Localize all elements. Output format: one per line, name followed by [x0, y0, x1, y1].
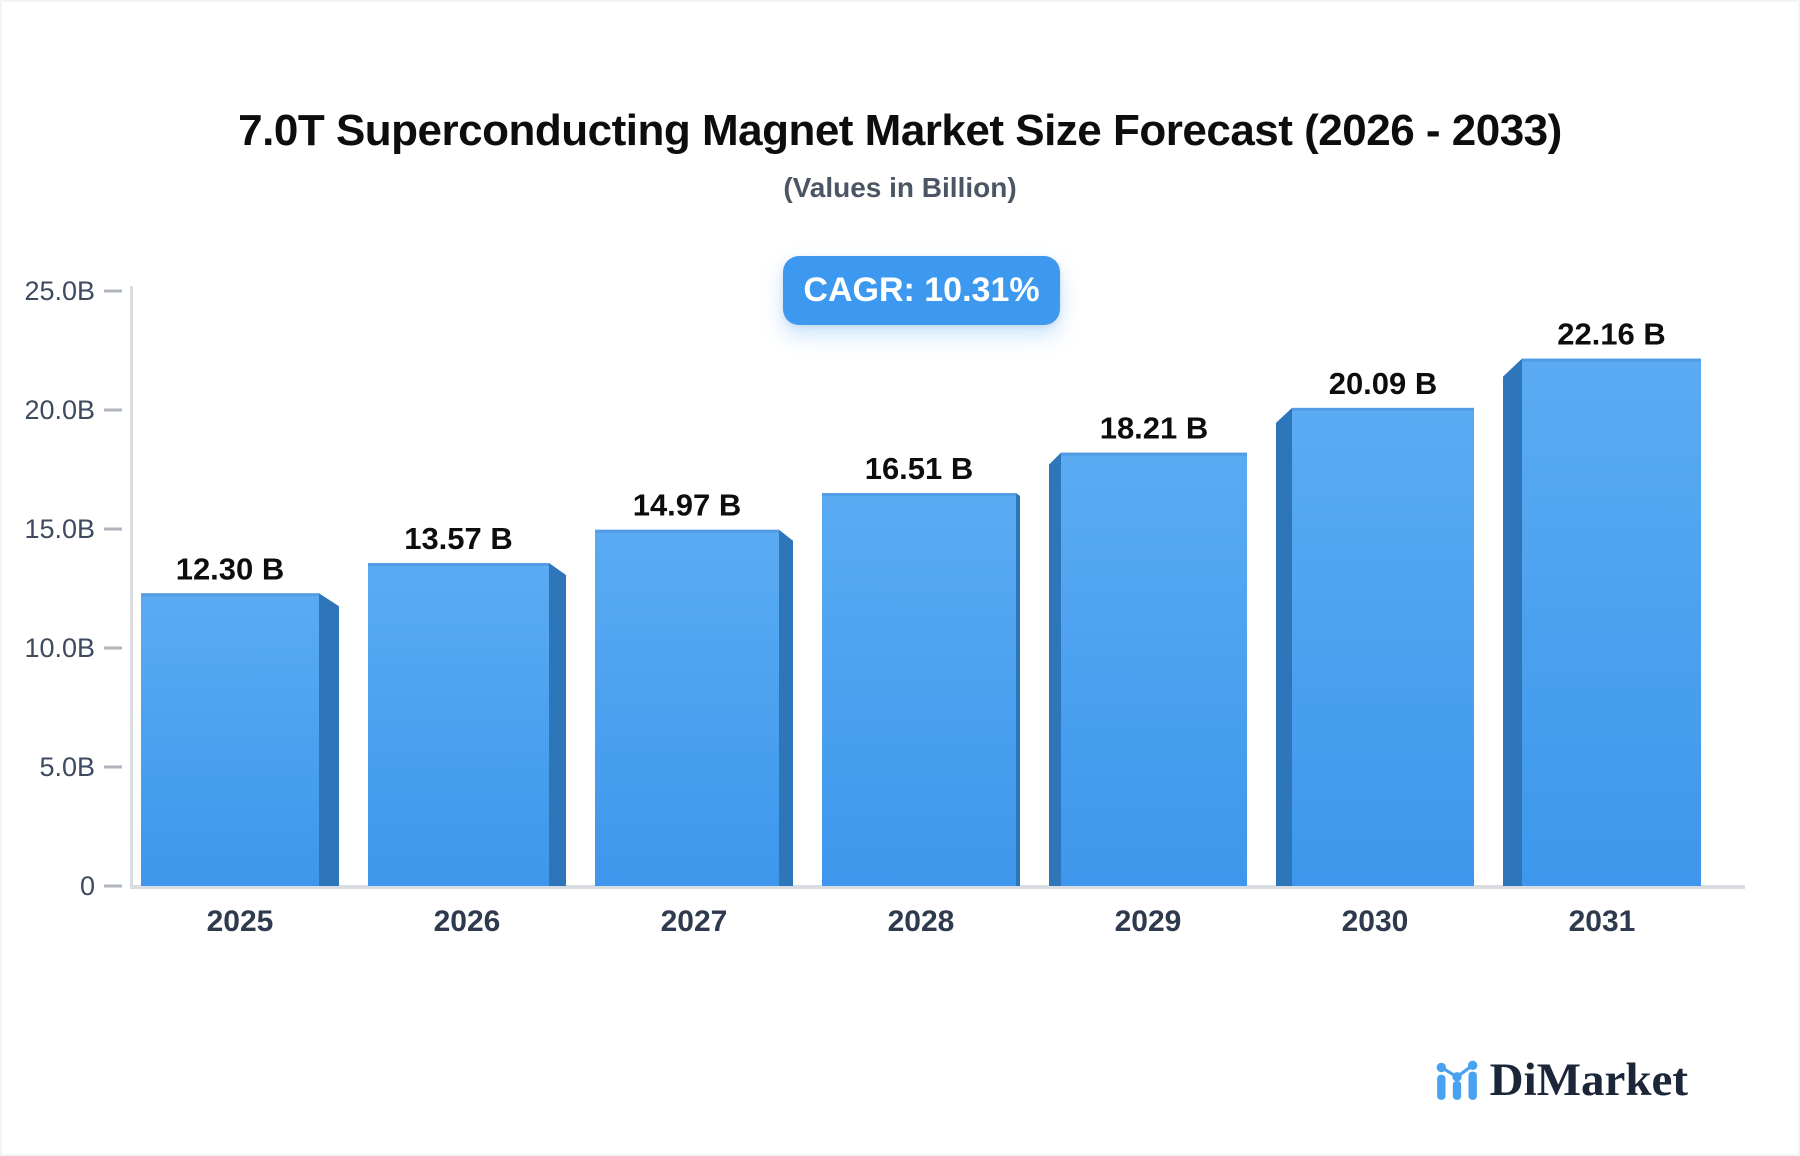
brand-logo: DiMarket — [1434, 1057, 1688, 1104]
y-tick-label: 0 — [80, 871, 95, 901]
y-tick-label: 15.0B — [24, 514, 95, 544]
brand-icon-bar — [1452, 1080, 1461, 1100]
y-axis: 0 5.0B 10.0B 15.0B 20.0B 25.0B — [24, 276, 1745, 901]
bar — [1061, 452, 1247, 886]
bar-side-face — [1503, 358, 1522, 886]
bar-side-face — [549, 563, 566, 886]
bar-side-face — [1049, 452, 1061, 886]
bar-group-2028: 16.51 B — [822, 451, 1020, 886]
x-category-label: 2029 — [1115, 905, 1182, 938]
brand-icon-bar — [1468, 1071, 1477, 1100]
bar-value-label: 20.09 B — [1329, 366, 1438, 401]
cagr-badge: CAGR: 10.31% — [783, 256, 1060, 325]
brand-icon-dot — [1451, 1071, 1462, 1082]
bar-side-face — [779, 529, 793, 886]
bar-side-face — [1276, 407, 1292, 886]
chart-subtitle: (Values in Billion) — [783, 172, 1017, 203]
bar-group-2030: 20.09 B — [1276, 366, 1474, 886]
bar — [368, 563, 549, 886]
y-tick-label: 5.0B — [39, 752, 95, 782]
bar-value-label: 12.30 B — [176, 551, 285, 586]
chart-title: 7.0T Superconducting Magnet Market Size … — [238, 106, 1562, 155]
bar — [1522, 358, 1701, 886]
bar — [141, 593, 319, 886]
bar-group-2031: 22.16 B — [1503, 317, 1701, 886]
x-category-label: 2027 — [661, 905, 728, 938]
bar-value-label: 16.51 B — [865, 451, 974, 486]
brand-name: DiMarket — [1489, 1054, 1688, 1106]
bar-group-2027: 14.97 B — [595, 488, 793, 886]
bar — [822, 493, 1016, 886]
bar-value-label: 22.16 B — [1557, 317, 1666, 352]
bar-side-face — [319, 593, 339, 886]
brand-icon-dot — [1467, 1060, 1478, 1070]
brand-icon-dot — [1436, 1062, 1446, 1072]
bar-group-2026: 13.57 B — [368, 521, 566, 886]
y-tick-label: 10.0B — [24, 633, 95, 663]
bar-value-label: 18.21 B — [1100, 411, 1209, 446]
bar-line-chart-icon — [1436, 1060, 1478, 1100]
x-category-label: 2031 — [1569, 905, 1636, 938]
bar-side-face — [1016, 493, 1020, 886]
bar-group-2029: 18.21 B — [1049, 411, 1247, 886]
x-category-label: 2028 — [888, 905, 955, 938]
bar-value-label: 13.57 B — [404, 521, 513, 556]
x-category-label: 2026 — [434, 905, 501, 938]
bar — [1292, 407, 1474, 886]
bars-group: 12.30 B 13.57 B 14.97 B 16.51 B 18.21 B 20.09… — [141, 317, 1701, 886]
y-tick-label: 20.0B — [24, 395, 95, 425]
brand-icon-bar — [1436, 1074, 1446, 1100]
x-category-label: 2030 — [1342, 905, 1409, 938]
bar — [595, 529, 779, 886]
bar-group-2025: 12.30 B — [141, 551, 339, 886]
cagr-badge-label: CAGR: 10.31% — [803, 271, 1040, 309]
x-axis: 2025 2026 2027 2028 2029 2030 2031 — [207, 905, 1636, 938]
bar-value-label: 14.97 B — [633, 488, 742, 523]
y-tick-label: 25.0B — [24, 276, 95, 306]
x-category-label: 2025 — [207, 905, 274, 938]
